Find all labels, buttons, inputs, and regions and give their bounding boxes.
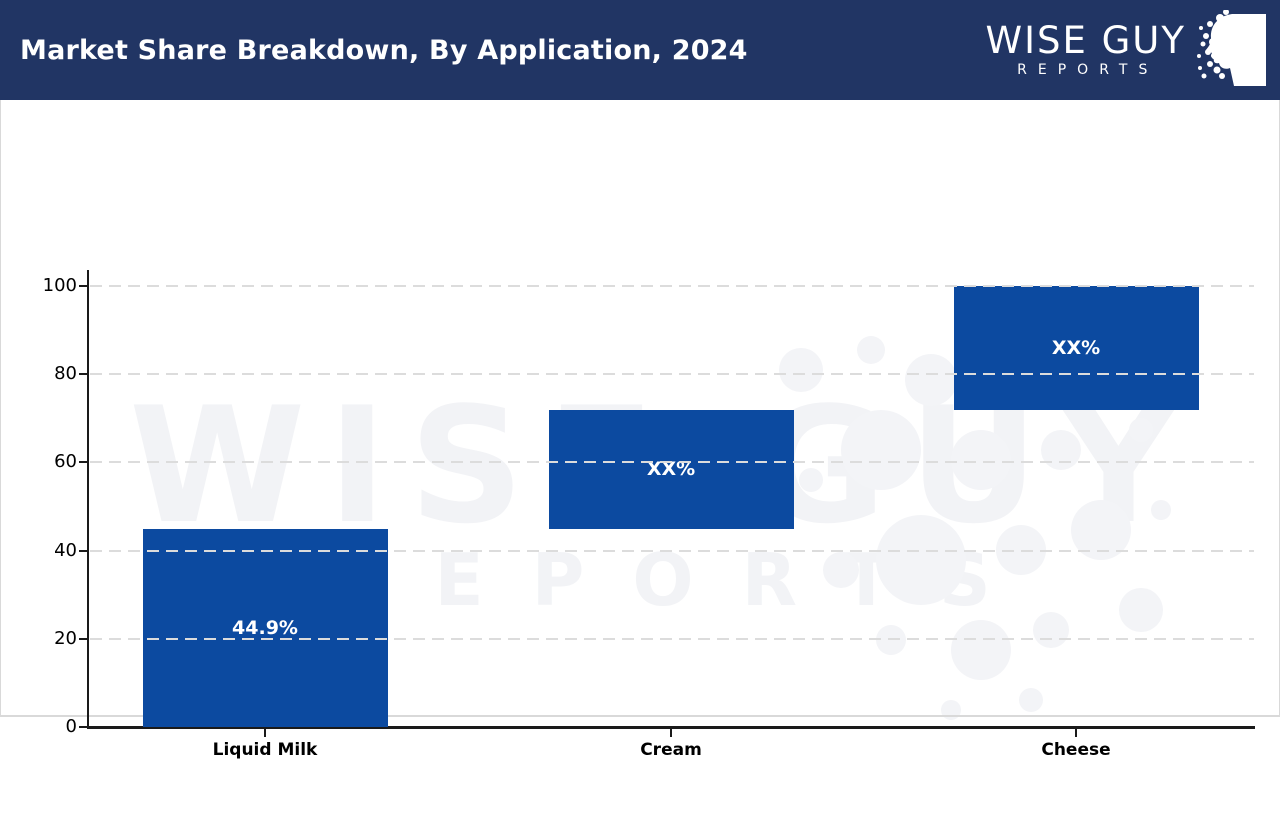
x-tick-cream (670, 729, 672, 737)
header: Market Share Breakdown, By Application, … (0, 0, 1280, 100)
logo: WISE GUY REPORTS (986, 10, 1266, 90)
logo-wordmark-line2: REPORTS (1017, 62, 1159, 78)
bar-value-label: XX% (646, 458, 696, 481)
plot-area: 44.9% XX% XX% 0 20 40 60 80 100 Liquid Milk Cream C… (1, 100, 1280, 820)
y-tick-label-100: 100 (42, 275, 77, 296)
gridline-60 (90, 461, 1254, 464)
y-tick-label-20: 20 (54, 627, 77, 649)
gridline-100 (90, 285, 1254, 287)
bar-liquid-milk: 44.9% (142, 528, 388, 727)
gridline-20 (90, 637, 1254, 640)
bottom-border (0, 715, 1280, 717)
bar-cheese: XX% (953, 286, 1199, 410)
page: Market Share Breakdown, By Application, … (0, 0, 1280, 760)
category-label-liquid-milk: Liquid Milk (212, 740, 318, 760)
y-axis-line (87, 270, 89, 729)
y-tick-80 (79, 373, 87, 376)
page-title: Market Share Breakdown, By Application, … (20, 34, 748, 66)
bar-value-label: XX% (1051, 336, 1101, 359)
y-tick-label-40: 40 (54, 539, 77, 561)
gridline-40 (90, 549, 1254, 552)
logo-wordmark-line1: WISE GUY (985, 19, 1186, 62)
logo-face-icon (1197, 10, 1266, 86)
bar-value-label: 44.9% (232, 616, 298, 639)
chart-region: WISE GUY REPORTS 44.9%XX%XX%020406080100… (0, 100, 1280, 760)
y-tick-label-80: 80 (54, 363, 77, 385)
gridline-80 (90, 373, 1254, 376)
y-tick-label-60: 60 (54, 451, 77, 473)
y-tick-0 (79, 726, 87, 728)
bar-cream: XX% (548, 409, 794, 529)
logo-wordmark: WISE GUY REPORTS (986, 22, 1186, 78)
x-tick-liquid-milk (264, 729, 266, 737)
y-tick-40 (79, 549, 87, 552)
y-tick-100 (79, 285, 87, 287)
y-tick-label-0: 0 (65, 716, 77, 737)
y-tick-20 (79, 637, 87, 640)
y-tick-60 (79, 461, 87, 464)
category-label-cream: Cream (640, 740, 702, 760)
x-tick-cheese (1075, 729, 1077, 737)
category-label-cheese: Cheese (1041, 740, 1111, 760)
